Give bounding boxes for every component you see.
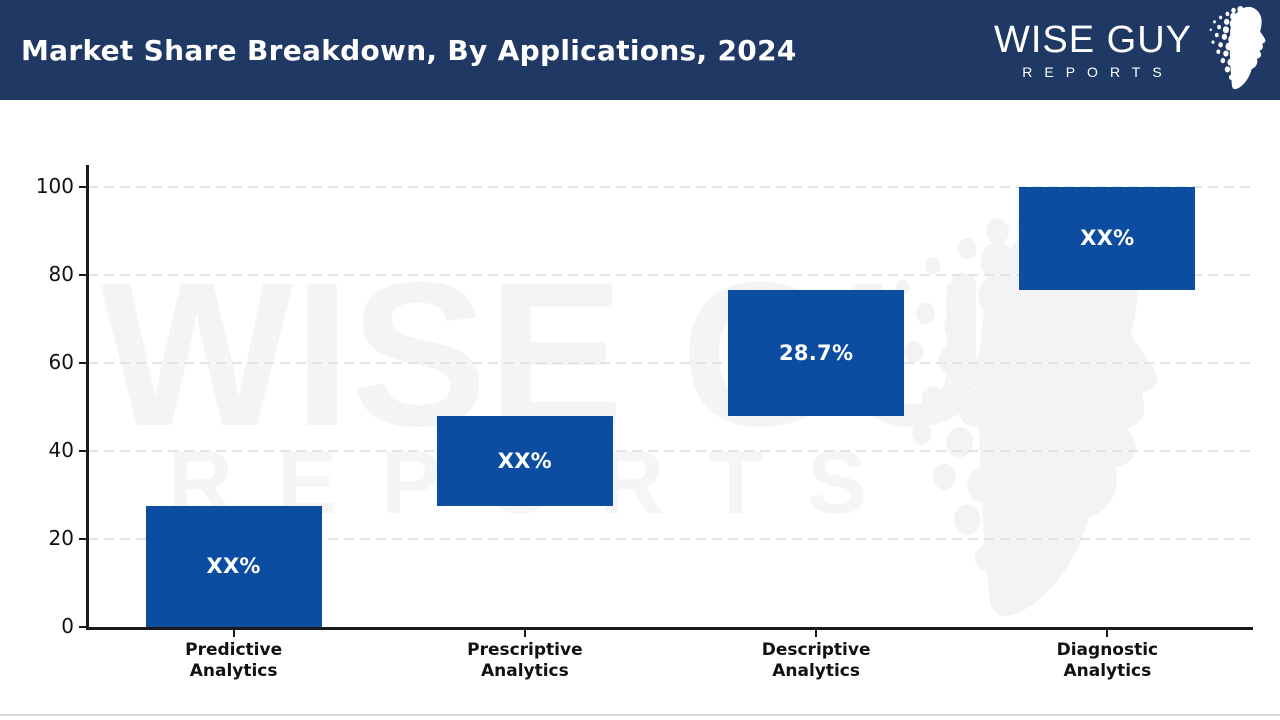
y-tick-label: 20 [48, 526, 74, 550]
x-tick-mark [1106, 628, 1109, 637]
y-tick-mark [79, 450, 88, 452]
x-axis-label: Descriptive Analytics [761, 640, 871, 682]
y-tick-mark [79, 626, 88, 628]
bar-value-label: XX% [497, 448, 553, 473]
page-title: Market Share Breakdown, By Applications,… [21, 33, 797, 67]
logo-wordmark: WISE GUY [993, 18, 1192, 61]
waterfall-bar: XX% [1019, 187, 1196, 290]
gridline-y20 [88, 538, 1253, 540]
gridline-y40 [88, 450, 1253, 452]
logo: WISE GUY REPORTS [994, 0, 1270, 100]
x-axis-label: Prescriptive Analytics [467, 640, 583, 682]
bar-value-label: XX% [1080, 226, 1135, 251]
y-tick-label: 60 [48, 350, 74, 374]
y-tick-mark [79, 274, 88, 276]
logo-tagline: REPORTS [1022, 63, 1174, 80]
waterfall-bar: 28.7% [728, 289, 905, 416]
bar-value-label: 28.7% [778, 340, 854, 365]
x-axis-line [86, 627, 1253, 630]
gridline-y100 [88, 186, 1253, 188]
header-bar: Market Share Breakdown, By Applications,… [0, 0, 1280, 100]
y-tick-label: 0 [61, 614, 74, 638]
waterfall-bar: XX% [145, 505, 322, 627]
y-axis-line [86, 165, 89, 629]
x-tick-mark [523, 628, 526, 637]
y-tick-mark [79, 186, 88, 188]
logo-text: WISE GUY REPORTS [994, 21, 1192, 80]
x-axis-label: Diagnostic Analytics [1056, 640, 1159, 682]
y-tick-label: 100 [35, 174, 74, 198]
gridline-y60 [88, 362, 1253, 364]
x-tick-mark [232, 628, 235, 637]
waterfall-bar: XX% [436, 415, 613, 506]
gridline-y80 [88, 274, 1253, 276]
footer-divider [0, 714, 1280, 716]
y-tick-mark [79, 362, 88, 364]
y-tick-label: 80 [48, 262, 74, 286]
x-axis-label: Predictive Analytics [185, 640, 283, 682]
logo-face-icon [1209, 6, 1266, 90]
y-tick-mark [79, 538, 88, 540]
bar-value-label: XX% [206, 554, 261, 579]
x-tick-mark [815, 628, 818, 637]
y-tick-label: 40 [48, 438, 74, 462]
